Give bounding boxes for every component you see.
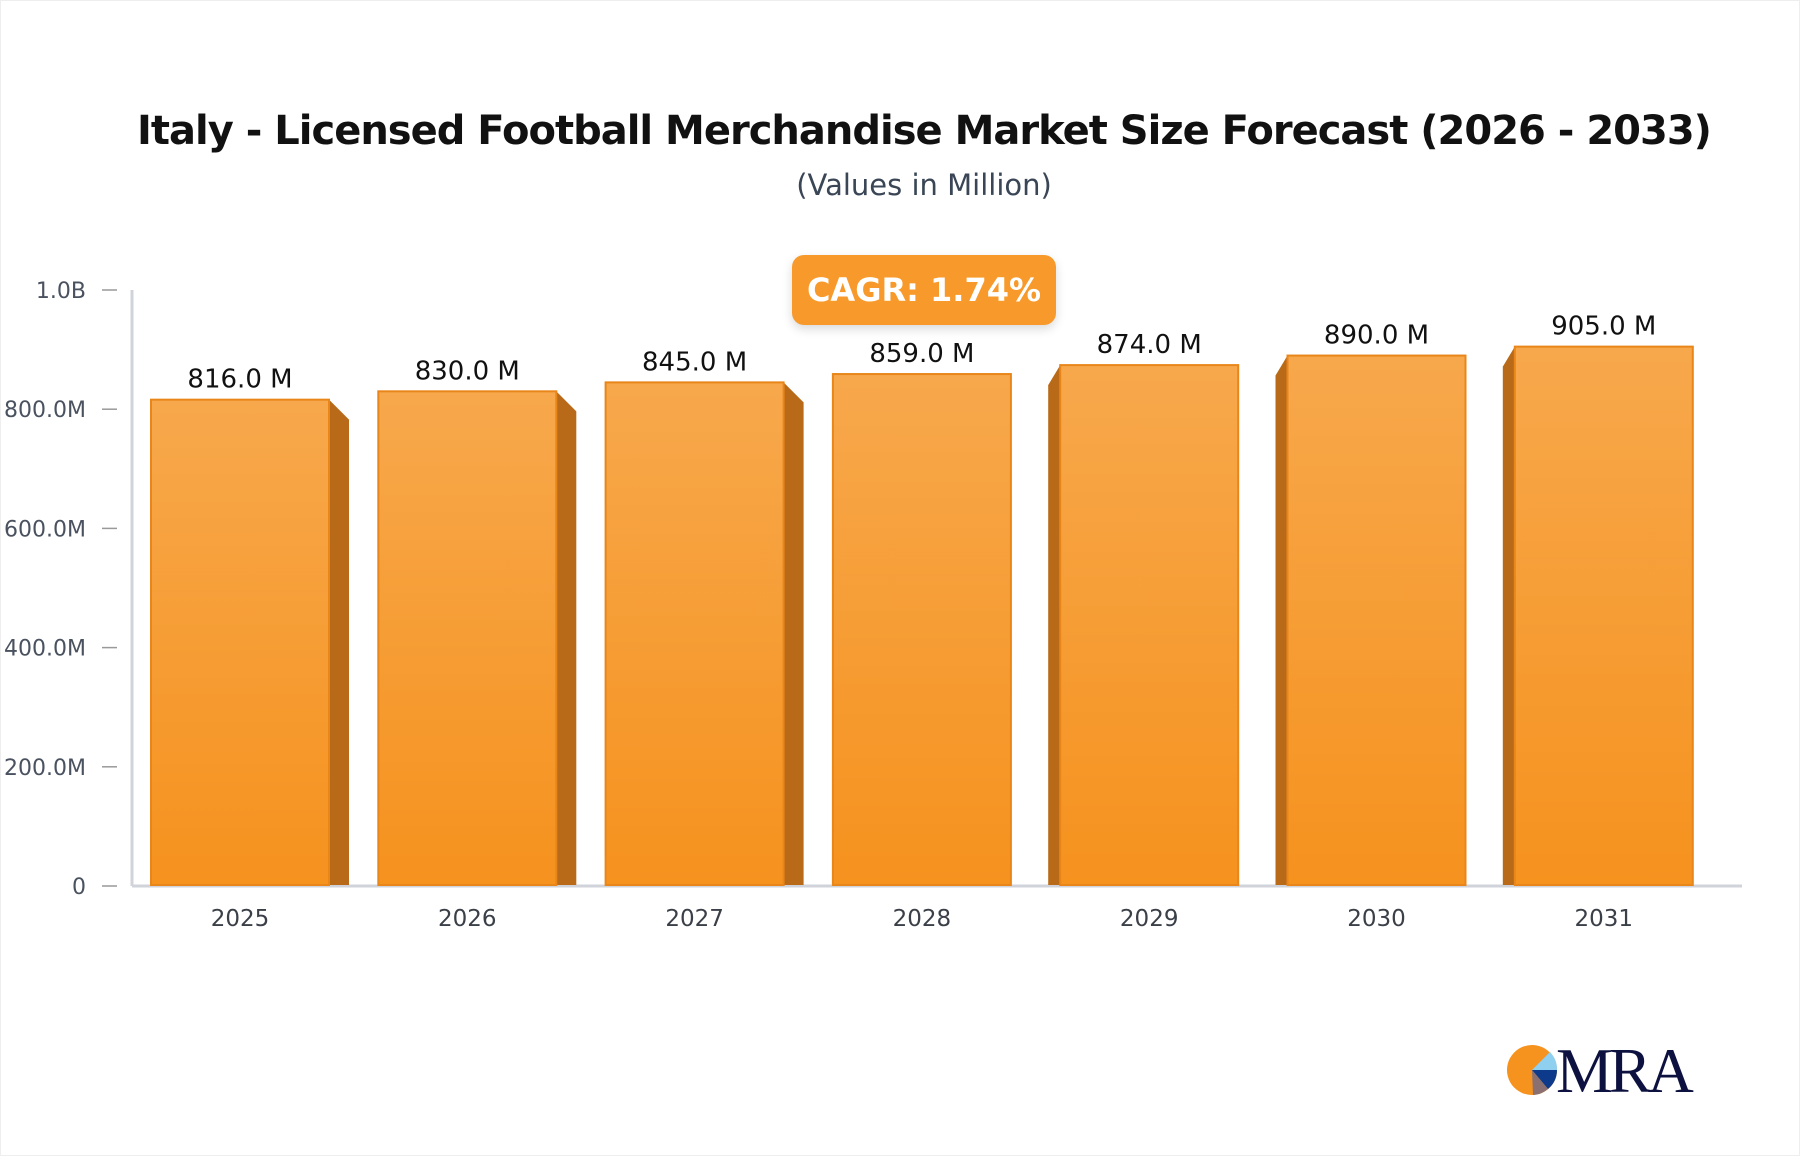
x-tick-label: 2031 (1575, 906, 1634, 932)
data-label: 859.0 M (869, 339, 974, 369)
pie-logo-icon (1507, 1045, 1558, 1095)
y-tick-label: 800.0M (4, 398, 86, 423)
cagr-badge: CAGR: 1.74% (792, 255, 1056, 325)
bar-side (329, 399, 349, 885)
data-label: 830.0 M (415, 356, 520, 386)
chart-subtitle: (Values in Million) (796, 168, 1052, 202)
logo-text: MRA (1556, 1035, 1694, 1106)
bar-side (1502, 346, 1515, 885)
chart-title: Italy - Licensed Football Merchandise Ma… (137, 108, 1712, 154)
bar (150, 398, 330, 886)
x-tick-label: 2030 (1347, 906, 1406, 932)
bar-side (1048, 365, 1061, 885)
y-tick-label: 200.0M (4, 756, 86, 781)
data-label: 905.0 M (1551, 312, 1656, 342)
mra-logo: MRA (1506, 1035, 1696, 1106)
bar (1059, 364, 1240, 886)
x-tick-label: 2028 (893, 906, 952, 932)
x-tick-label: 2027 (665, 906, 724, 932)
data-label: 845.0 M (642, 347, 747, 377)
bar-2028: 859.0 M (831, 339, 1012, 886)
bar-2026: 830.0 M (377, 356, 577, 886)
bar-side (556, 391, 577, 885)
data-label: 874.0 M (1097, 330, 1202, 360)
bar (831, 373, 1012, 886)
x-tick-label: 2025 (211, 906, 270, 932)
bar-2031: 905.0 M (1502, 312, 1694, 886)
bar-2027: 845.0 M (604, 347, 804, 886)
y-tick-label: 1.0B (36, 279, 86, 304)
bar-2030: 890.0 M (1275, 321, 1467, 886)
y-tick-label: 0 (72, 875, 86, 900)
bar-2025: 816.0 M (150, 365, 349, 886)
bar-side (783, 382, 804, 885)
data-label: 890.0 M (1324, 321, 1429, 351)
bar (377, 390, 558, 886)
bar-2029: 874.0 M (1048, 330, 1240, 886)
bar-side (1275, 355, 1288, 885)
bar (604, 381, 785, 886)
y-tick-label: 400.0M (4, 637, 86, 662)
data-label: 816.0 M (187, 365, 292, 395)
bar (1513, 345, 1694, 886)
y-tick-label: 600.0M (4, 517, 86, 542)
x-tick-label: 2029 (1120, 906, 1179, 932)
bar (1286, 354, 1467, 886)
x-tick-label: 2026 (438, 906, 497, 932)
